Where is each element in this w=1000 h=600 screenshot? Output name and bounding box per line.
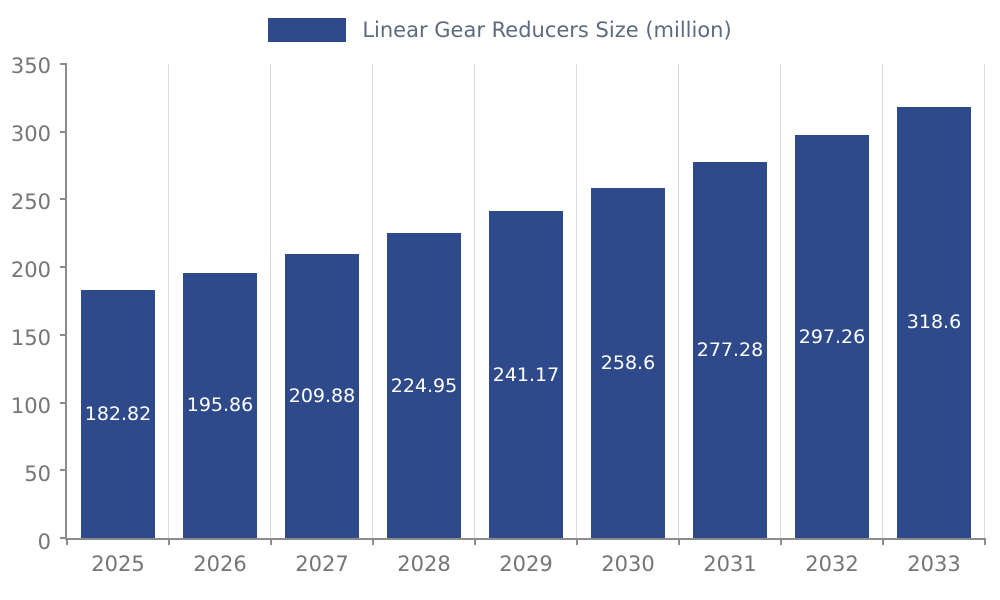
y-axis-label: 50 xyxy=(24,462,51,487)
bar-2031: 277.28 xyxy=(693,162,767,538)
x-axis-label-2025: 2025 xyxy=(91,552,145,576)
bar-value-label: 182.82 xyxy=(84,403,152,426)
x-axis-tick xyxy=(66,538,68,545)
y-axis-label: 350 xyxy=(10,54,51,78)
legend-swatch-icon xyxy=(268,18,347,42)
y-axis-tick xyxy=(60,469,67,472)
y-axis-label: 250 xyxy=(10,190,51,214)
grid-line-vertical xyxy=(881,64,883,538)
grid-line-vertical xyxy=(473,64,475,538)
y-axis-tick xyxy=(60,198,67,201)
x-axis-label-2032: 2032 xyxy=(805,552,859,576)
grid-line-vertical xyxy=(677,64,679,538)
bar-value-label: 297.26 xyxy=(798,325,866,348)
x-axis-tick xyxy=(677,538,680,545)
x-axis-label-2026: 2026 xyxy=(193,552,247,576)
bar-value-label: 224.95 xyxy=(390,374,458,397)
bar-2030: 258.6 xyxy=(591,187,665,538)
x-axis-label-2031: 2031 xyxy=(703,552,757,576)
grid-line-vertical xyxy=(167,64,169,538)
y-axis-tick xyxy=(60,333,67,336)
bar-2025: 182.82 xyxy=(80,290,155,538)
x-axis-tick xyxy=(576,538,578,545)
y-axis-tick xyxy=(60,266,67,269)
x-axis-tick xyxy=(473,538,476,545)
bar-value-label: 318.6 xyxy=(906,311,962,334)
legend-label: Linear Gear Reducers Size (million) xyxy=(362,18,732,42)
x-axis-label-2027: 2027 xyxy=(295,552,349,576)
bar-2029: 241.17 xyxy=(489,211,563,538)
y-axis-label: 300 xyxy=(10,122,51,146)
x-axis-label-2029: 2029 xyxy=(499,552,553,576)
x-axis-tick xyxy=(269,538,272,545)
x-axis-tick xyxy=(371,538,374,545)
bar-2027: 209.88 xyxy=(285,253,359,538)
bar-value-label: 195.86 xyxy=(186,394,254,417)
bar-value-label: 277.28 xyxy=(696,339,764,362)
legend-item[interactable]: Linear Gear Reducers Size (million) xyxy=(0,18,1000,42)
y-axis-tick xyxy=(60,401,67,404)
y-axis-label: 200 xyxy=(10,258,51,282)
grid-line-vertical xyxy=(269,64,271,538)
grid-line-vertical xyxy=(984,64,985,538)
grid-line-vertical xyxy=(371,64,373,538)
y-axis-tick xyxy=(60,130,67,133)
bar-value-label: 209.88 xyxy=(288,384,356,407)
plot-area: 182.82 2025 195.86 2026 209.88 2027 224.95 2028… xyxy=(60,63,986,576)
bar-2032: 297.26 xyxy=(795,135,869,538)
x-axis-tick xyxy=(984,538,986,545)
y-axis-label: 0 xyxy=(37,530,51,554)
grid-line-vertical xyxy=(780,64,781,538)
x-axis-label-2030: 2030 xyxy=(601,552,655,576)
y-axis-label: 100 xyxy=(10,394,51,419)
x-axis-tick xyxy=(780,538,782,545)
y-axis-tick xyxy=(60,63,67,65)
x-axis-tick xyxy=(167,538,170,545)
x-axis-label-2028: 2028 xyxy=(397,552,451,576)
grid-line-vertical xyxy=(576,64,577,538)
x-axis-tick xyxy=(881,538,884,545)
bar-value-label: 258.6 xyxy=(600,351,656,374)
y-axis-tick xyxy=(60,537,67,539)
bar-2026: 195.86 xyxy=(182,272,257,538)
bar-2033: 318.6 xyxy=(897,106,971,538)
bar-value-label: 241.17 xyxy=(492,363,560,386)
x-axis-label-2033: 2033 xyxy=(907,552,961,576)
bar-2028: 224.95 xyxy=(387,233,461,538)
y-axis-label: 150 xyxy=(10,326,51,351)
